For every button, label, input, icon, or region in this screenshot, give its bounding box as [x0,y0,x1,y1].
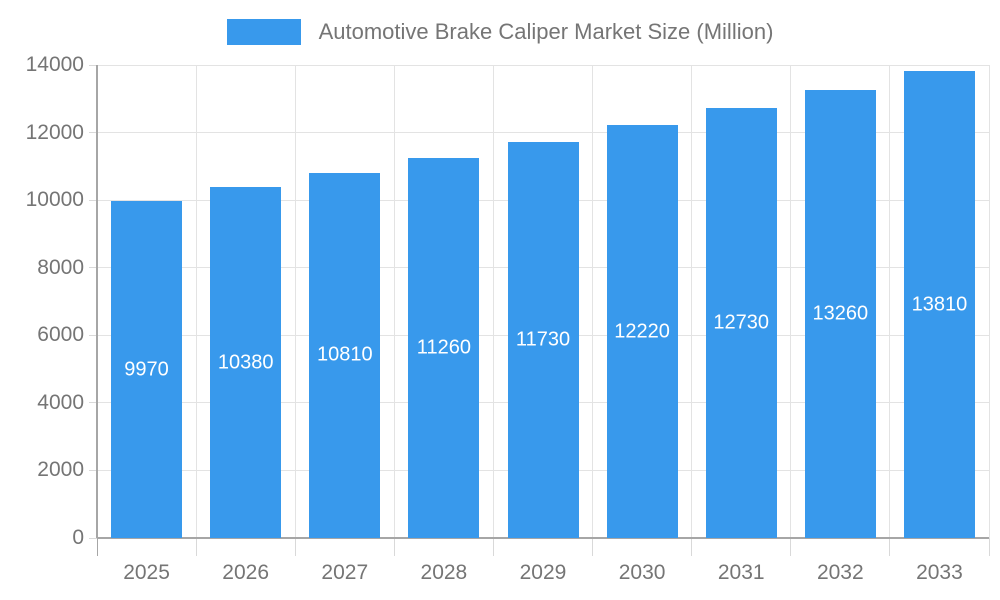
y-axis-tick-label: 4000 [37,390,84,414]
y-axis-tick [89,64,97,66]
y-axis-tick-label: 10000 [25,188,84,212]
bar-value-label: 10380 [217,351,274,374]
x-gridline [889,65,891,538]
bar-value-label: 13260 [812,302,869,325]
x-axis-tick-label: 2028 [420,561,468,584]
x-axis-tick [294,538,296,556]
x-axis-tick [96,538,98,556]
x-axis-tick-label: 2027 [321,561,369,584]
bar[interactable] [210,187,282,538]
bar[interactable] [804,90,876,538]
y-axis-tick [89,334,97,336]
y-axis-tick-label: 12000 [25,120,84,144]
legend[interactable]: Automotive Brake Caliper Market Size (Mi… [0,17,1000,47]
x-axis-tick [790,538,792,556]
y-axis-tick-label: 0 [72,526,84,549]
y-gridline [97,64,989,66]
y-axis-tick [89,267,97,269]
x-axis-tick-label: 2030 [618,561,666,584]
x-gridline [294,65,296,538]
x-gridline [492,65,494,538]
x-axis-tick [988,538,990,556]
bar[interactable] [507,141,579,538]
x-gridline [195,65,197,538]
bar[interactable] [309,172,381,538]
y-axis-tick [89,537,97,539]
y-gridline [97,132,989,134]
bar-value-label: 10810 [316,343,373,366]
x-axis-tick [195,538,197,556]
legend-swatch-icon [226,19,301,45]
x-axis-tick [492,538,494,556]
x-axis-tick-label: 2033 [916,561,963,584]
y-axis-tick [89,402,97,404]
bar[interactable] [903,71,975,538]
y-axis-line [96,65,98,538]
y-axis-tick-label: 2000 [37,458,84,482]
y-axis-tick [89,132,97,134]
bar-value-label: 9970 [124,358,169,381]
legend-label: Automotive Brake Caliper Market Size (Mi… [318,19,774,44]
y-axis-tick-label: 8000 [37,255,84,279]
x-axis-tick [691,538,693,556]
x-axis-tick [889,538,891,556]
y-axis-tick [89,199,97,201]
x-axis-tick-label: 2026 [222,561,270,584]
bar[interactable] [705,107,777,538]
y-axis-tick-label: 6000 [37,323,84,347]
x-axis-tick-label: 2029 [519,561,567,584]
bar-value-label: 13810 [911,293,968,316]
y-axis-tick [89,469,97,471]
x-gridline [790,65,792,538]
bar[interactable] [606,125,678,538]
x-axis-tick-label: 2032 [816,561,864,584]
x-gridline [691,65,693,538]
x-gridline [592,65,594,538]
bar[interactable] [408,157,480,538]
bar-value-label: 12730 [713,311,770,334]
x-axis-tick [393,538,395,556]
x-axis-tick [592,538,594,556]
x-gridline [393,65,395,538]
y-axis-tick-label: 14000 [25,53,84,76]
bar-value-label: 11730 [515,328,571,351]
x-gridline [988,65,990,538]
bar-value-label: 12220 [614,320,670,343]
x-axis-tick-label: 2031 [717,561,765,584]
x-axis-tick-label: 2025 [123,561,170,584]
x-axis-line [97,537,989,539]
bar-value-label: 11260 [416,336,471,359]
bar[interactable] [111,201,183,538]
